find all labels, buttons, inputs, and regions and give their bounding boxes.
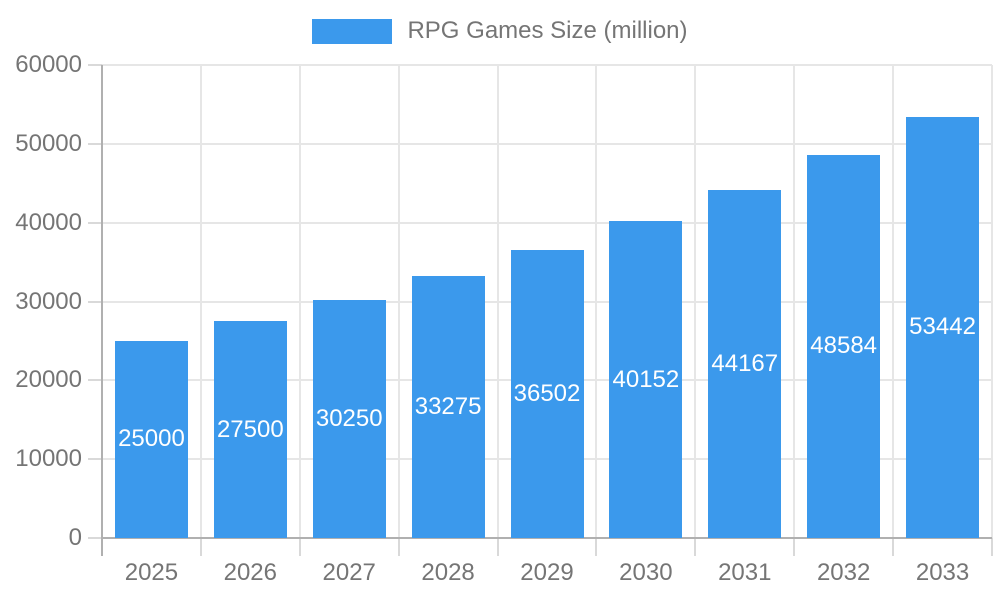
bar[interactable] xyxy=(510,250,584,538)
x-axis-label: 2029 xyxy=(520,559,574,586)
bar[interactable] xyxy=(807,154,881,538)
bar-value-label: 40152 xyxy=(612,365,680,393)
y-tick xyxy=(88,142,102,145)
legend-label: RPG Games Size (million) xyxy=(407,17,688,44)
y-axis-label: 50000 xyxy=(15,129,82,157)
x-tick xyxy=(694,538,697,556)
x-axis-label: 2027 xyxy=(322,559,376,586)
y-axis-label: 20000 xyxy=(15,366,82,394)
x-tick xyxy=(199,538,202,556)
v-gridline xyxy=(694,65,697,538)
bar-value-label: 53442 xyxy=(909,313,976,341)
legend-swatch xyxy=(312,18,393,44)
bar[interactable] xyxy=(213,321,287,538)
x-tick xyxy=(793,538,796,556)
y-tick xyxy=(88,379,102,382)
y-axis-label: 0 xyxy=(68,524,82,551)
y-axis-line xyxy=(101,65,103,556)
x-axis-label: 2031 xyxy=(718,559,772,586)
v-gridline xyxy=(991,65,993,538)
bar[interactable] xyxy=(708,189,782,538)
x-axis-label: 2026 xyxy=(223,559,277,586)
v-gridline xyxy=(397,65,400,538)
x-axis-label: 2032 xyxy=(816,559,871,586)
v-gridline xyxy=(199,65,202,538)
bar-value-label: 44167 xyxy=(711,349,779,377)
x-axis-label: 2033 xyxy=(915,559,970,586)
bar[interactable] xyxy=(312,299,386,538)
bar-value-label: 48584 xyxy=(810,332,878,360)
y-tick xyxy=(88,300,102,303)
h-gridline xyxy=(102,221,992,224)
h-gridline xyxy=(102,142,992,145)
y-tick xyxy=(88,221,102,224)
y-tick xyxy=(88,64,102,66)
x-axis-label: 2030 xyxy=(619,559,673,586)
bar-value-label: 30250 xyxy=(315,404,383,432)
bar[interactable] xyxy=(609,221,683,538)
h-gridline xyxy=(102,64,992,66)
y-axis-label: 60000 xyxy=(15,51,82,78)
x-axis-label: 2025 xyxy=(124,559,179,586)
x-tick xyxy=(892,538,895,556)
x-axis-line xyxy=(102,537,992,539)
y-tick xyxy=(88,537,102,539)
y-axis-label: 30000 xyxy=(15,287,82,315)
x-axis-label: 2028 xyxy=(421,559,475,586)
v-gridline xyxy=(496,65,499,538)
bar-value-label: 25000 xyxy=(118,425,185,453)
x-tick xyxy=(496,538,499,556)
bar-value-label: 27500 xyxy=(216,415,284,443)
bar-value-label: 36502 xyxy=(513,380,581,408)
x-tick xyxy=(397,538,400,556)
bar[interactable] xyxy=(906,116,980,538)
bar[interactable] xyxy=(411,275,485,538)
bar-value-label: 33275 xyxy=(414,392,482,420)
v-gridline xyxy=(793,65,796,538)
y-axis-label: 10000 xyxy=(15,445,82,473)
x-tick xyxy=(991,538,993,556)
x-tick xyxy=(298,538,301,556)
y-tick xyxy=(88,458,102,461)
bar[interactable] xyxy=(114,340,188,538)
v-gridline xyxy=(298,65,301,538)
x-tick xyxy=(595,538,598,556)
v-gridline xyxy=(595,65,598,538)
legend: RPG Games Size (million) xyxy=(0,16,1000,46)
y-axis-label: 40000 xyxy=(15,208,82,236)
v-gridline xyxy=(892,65,895,538)
